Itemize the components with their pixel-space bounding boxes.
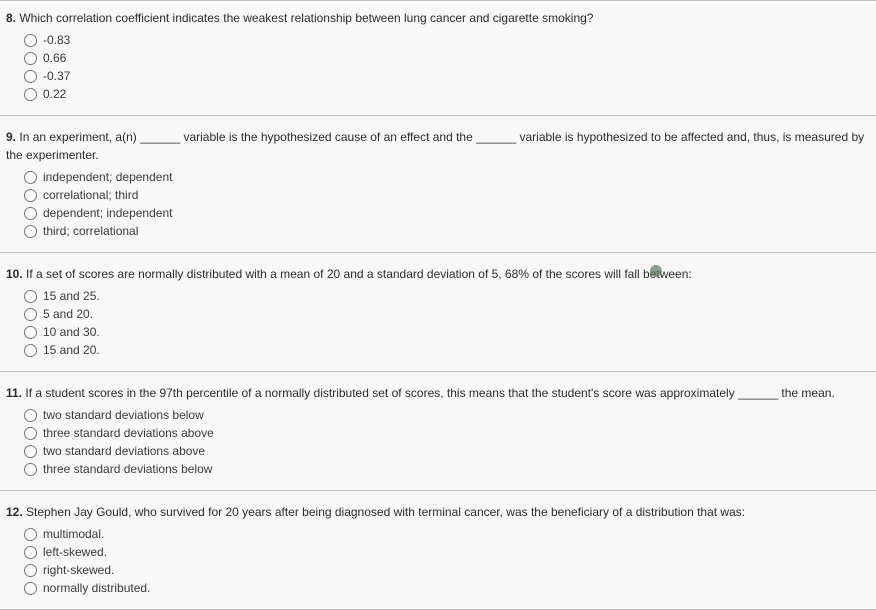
question-body: In an experiment, a(n) ______ variable i… [6,130,864,162]
question-text: 12. Stephen Jay Gould, who survived for … [6,503,870,521]
quiz-container: 8. Which correlation coefficient indicat… [0,0,876,610]
option-radio[interactable] [24,207,37,220]
question-number: 11. [6,386,22,400]
option-label: -0.83 [43,33,70,47]
options-list: multimodal. left-skewed. right-skewed. norm… [24,527,870,595]
option-row[interactable]: three standard deviations above [24,426,870,440]
option-radio[interactable] [24,546,37,559]
option-radio[interactable] [24,70,37,83]
option-radio[interactable] [24,52,37,65]
option-row[interactable]: dependent; independent [24,206,870,220]
option-radio[interactable] [24,427,37,440]
option-label: two standard deviations below [43,408,204,422]
option-label: two standard deviations above [43,444,205,458]
question-body: If a set of scores are normally distribu… [26,267,692,281]
option-radio[interactable] [24,528,37,541]
option-radio[interactable] [24,88,37,101]
option-row[interactable]: two standard deviations below [24,408,870,422]
option-radio[interactable] [24,463,37,476]
option-label: 10 and 30. [43,325,100,339]
option-radio[interactable] [24,582,37,595]
option-label: third; correlational [43,224,138,238]
question-number: 9. [6,130,16,144]
option-row[interactable]: third; correlational [24,224,870,238]
option-radio[interactable] [24,326,37,339]
options-list: 15 and 25. 5 and 20. 10 and 30. 15 and 20. [24,289,870,357]
cursor-icon [650,265,662,277]
option-row[interactable]: -0.83 [24,33,870,47]
option-radio[interactable] [24,225,37,238]
option-row[interactable]: two standard deviations above [24,444,870,458]
question-text: 8. Which correlation coefficient indicat… [6,9,870,27]
question-number: 8. [6,11,16,25]
option-label: left-skewed. [43,545,107,559]
question-body: Stephen Jay Gould, who survived for 20 y… [26,505,745,519]
option-row[interactable]: three standard deviations below [24,462,870,476]
option-label: 15 and 25. [43,289,100,303]
options-list: independent; dependent correlational; thi… [24,170,870,238]
option-radio[interactable] [24,34,37,47]
option-row[interactable]: independent; dependent [24,170,870,184]
question-block: 10. If a set of scores are normally dist… [0,257,876,372]
option-label: three standard deviations below [43,462,212,476]
option-row[interactable]: 10 and 30. [24,325,870,339]
option-label: -0.37 [43,69,70,83]
option-radio[interactable] [24,308,37,321]
question-text: 10. If a set of scores are normally dist… [6,265,870,283]
option-row[interactable]: correlational; third [24,188,870,202]
question-block: 9. In an experiment, a(n) ______ variabl… [0,120,876,253]
option-row[interactable]: 0.22 [24,87,870,101]
question-block: 11. If a student scores in the 97th perc… [0,376,876,491]
question-text: 11. If a student scores in the 97th perc… [6,384,870,402]
option-row[interactable]: normally distributed. [24,581,870,595]
option-label: multimodal. [43,527,104,541]
option-row[interactable]: -0.37 [24,69,870,83]
option-label: right-skewed. [43,563,114,577]
question-number: 10. [6,267,23,281]
question-block: 8. Which correlation coefficient indicat… [0,0,876,116]
option-radio[interactable] [24,445,37,458]
option-radio[interactable] [24,344,37,357]
option-radio[interactable] [24,409,37,422]
option-label: correlational; third [43,188,138,202]
question-body: If a student scores in the 97th percenti… [25,386,834,400]
option-row[interactable]: right-skewed. [24,563,870,577]
question-block: 12. Stephen Jay Gould, who survived for … [0,495,876,610]
option-row[interactable]: 0.66 [24,51,870,65]
option-label: 0.22 [43,87,66,101]
option-radio[interactable] [24,290,37,303]
question-number: 12. [6,505,23,519]
option-row[interactable]: multimodal. [24,527,870,541]
question-body: Which correlation coefficient indicates … [19,11,593,25]
option-label: three standard deviations above [43,426,214,440]
option-label: 0.66 [43,51,66,65]
option-row[interactable]: 15 and 25. [24,289,870,303]
option-label: independent; dependent [43,170,172,184]
option-label: dependent; independent [43,206,172,220]
option-radio[interactable] [24,171,37,184]
option-label: 15 and 20. [43,343,100,357]
question-text: 9. In an experiment, a(n) ______ variabl… [6,128,870,164]
option-label: 5 and 20. [43,307,93,321]
option-radio[interactable] [24,189,37,202]
option-radio[interactable] [24,564,37,577]
option-row[interactable]: 15 and 20. [24,343,870,357]
option-row[interactable]: left-skewed. [24,545,870,559]
option-label: normally distributed. [43,581,150,595]
options-list: -0.83 0.66 -0.37 0.22 [24,33,870,101]
options-list: two standard deviations below three stand… [24,408,870,476]
option-row[interactable]: 5 and 20. [24,307,870,321]
